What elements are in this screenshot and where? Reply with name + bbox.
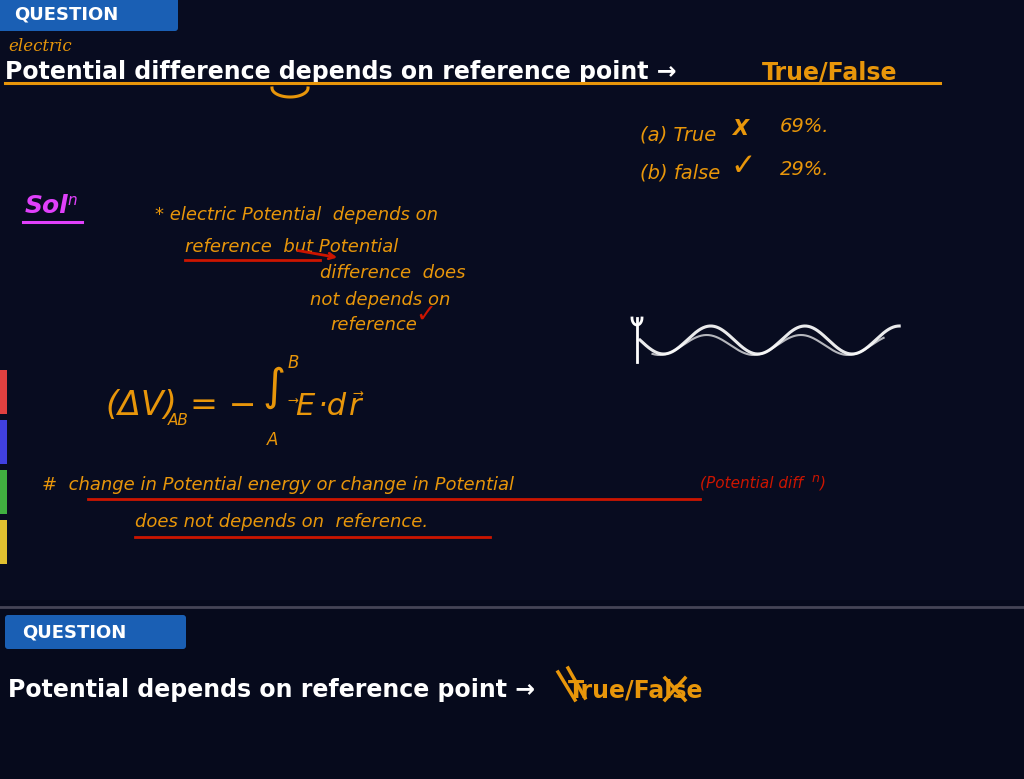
Text: 69%.: 69%. (780, 117, 829, 136)
Bar (0, 370, 7, 414)
Text: (ΔV): (ΔV) (105, 389, 177, 422)
Text: * electric Potential  depends on: * electric Potential depends on (155, 206, 438, 224)
Text: does not depends on  reference.: does not depends on reference. (135, 513, 428, 531)
Text: ✓: ✓ (415, 303, 436, 327)
Text: (b) false: (b) false (640, 163, 720, 182)
Text: difference  does: difference does (319, 264, 466, 282)
Text: ): ) (820, 475, 826, 490)
Text: X: X (732, 119, 749, 139)
Text: AB: AB (168, 413, 188, 428)
Text: ✓: ✓ (730, 152, 756, 181)
Bar (0, 0, 1024, 600)
Text: n: n (67, 193, 77, 208)
Text: (a) True: (a) True (640, 125, 716, 144)
Text: True/False: True/False (568, 678, 703, 702)
Text: B: B (288, 354, 299, 372)
Text: True/False: True/False (762, 60, 897, 84)
Text: ∫: ∫ (262, 366, 285, 409)
FancyBboxPatch shape (0, 0, 178, 31)
Text: 29%.: 29%. (780, 160, 829, 179)
Text: = −: = − (190, 389, 257, 422)
Text: #  change in Potential energy or change in Potential: # change in Potential energy or change i… (42, 476, 514, 494)
Text: (Potential diff: (Potential diff (700, 475, 803, 490)
Text: Potential difference depends on reference point →: Potential difference depends on referenc… (5, 60, 677, 84)
Text: ·d: ·d (318, 392, 347, 421)
Text: reference  but Potential: reference but Potential (185, 238, 398, 256)
Bar (0, 520, 7, 564)
Text: electric: electric (8, 37, 72, 55)
Text: Potential depends on reference point →: Potential depends on reference point → (8, 678, 535, 702)
Bar (0, 607, 1024, 779)
Text: E: E (295, 392, 314, 421)
Bar (0, 420, 7, 464)
Bar (0, 470, 7, 514)
FancyBboxPatch shape (5, 615, 186, 649)
Text: Sol: Sol (25, 194, 69, 218)
Text: r: r (349, 392, 361, 421)
Text: QUESTION: QUESTION (22, 623, 126, 641)
Text: n: n (812, 472, 820, 485)
Text: QUESTION: QUESTION (14, 5, 118, 23)
Text: not depends on: not depends on (310, 291, 451, 309)
Text: reference: reference (330, 316, 417, 334)
Text: A: A (267, 431, 279, 449)
